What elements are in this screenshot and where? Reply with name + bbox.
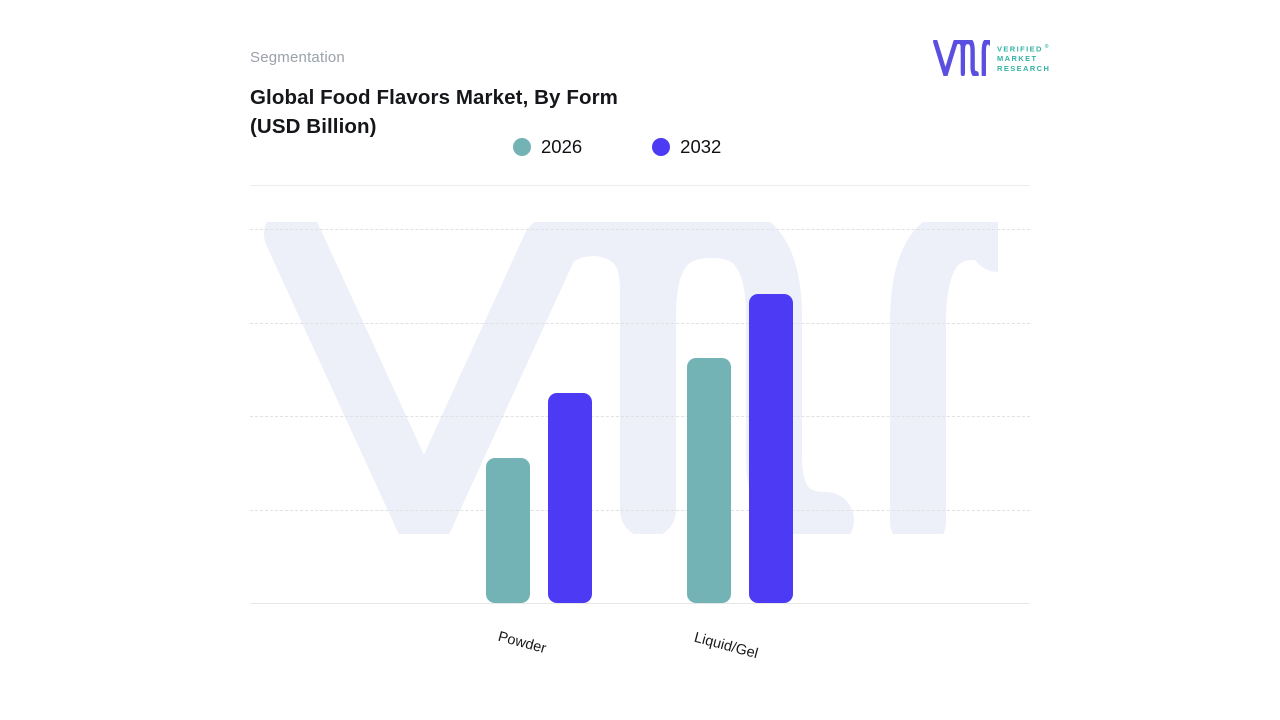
chart-title-line2: (USD Billion): [250, 115, 377, 138]
brand-word-research: RESEARCH: [997, 63, 1051, 73]
bar-2032-powder: [548, 393, 592, 603]
legend-label-2032: 2032: [680, 136, 722, 157]
x-axis-label-powder: Powder: [496, 628, 548, 658]
brand-word-market: MARKET: [997, 54, 1038, 63]
legend-item-2032[interactable]: 2032: [652, 136, 721, 158]
bar-2026-powder: [486, 458, 530, 603]
legend-label-2026: 2026: [541, 136, 583, 157]
vmr-logo-mark-icon: [933, 40, 990, 76]
legend-swatch-2026-icon: [513, 138, 531, 156]
section-label: Segmentation: [250, 49, 345, 66]
vmr-logo-mark-paths: [933, 40, 990, 76]
registered-trademark-icon: ®: [1044, 44, 1050, 50]
chart-title: Global Food Flavors Market, By Form (USD…: [250, 83, 618, 141]
bar-2032-liquid-gel: [749, 294, 793, 603]
gridline: [250, 322, 1030, 324]
legend-swatch-2032-icon: [652, 138, 671, 156]
x-axis-label-liquid-gel: Liquid/Gel: [692, 629, 760, 663]
brand-word-verified: VERIFIED ®: [997, 44, 1050, 54]
chart-legend: 2026 2032: [513, 136, 721, 158]
gridline: [250, 229, 1030, 230]
gridline: [250, 509, 1030, 511]
bar-2026-liquid-gel: [687, 358, 731, 603]
chart-top-divider: [250, 185, 1030, 186]
chart-title-line1: Global Food Flavors Market, By Form: [250, 86, 619, 109]
brand-logo: VERIFIED ® MARKET RESEARCH: [932, 40, 1050, 76]
chart-area: Powder Liquid/Gel: [250, 185, 1030, 662]
plot-area: [250, 185, 1030, 603]
x-axis-line: [250, 603, 1030, 604]
legend-item-2026[interactable]: 2026: [513, 136, 582, 158]
brand-logo-text: VERIFIED ® MARKET RESEARCH: [997, 43, 1050, 73]
gridline: [250, 416, 1030, 417]
